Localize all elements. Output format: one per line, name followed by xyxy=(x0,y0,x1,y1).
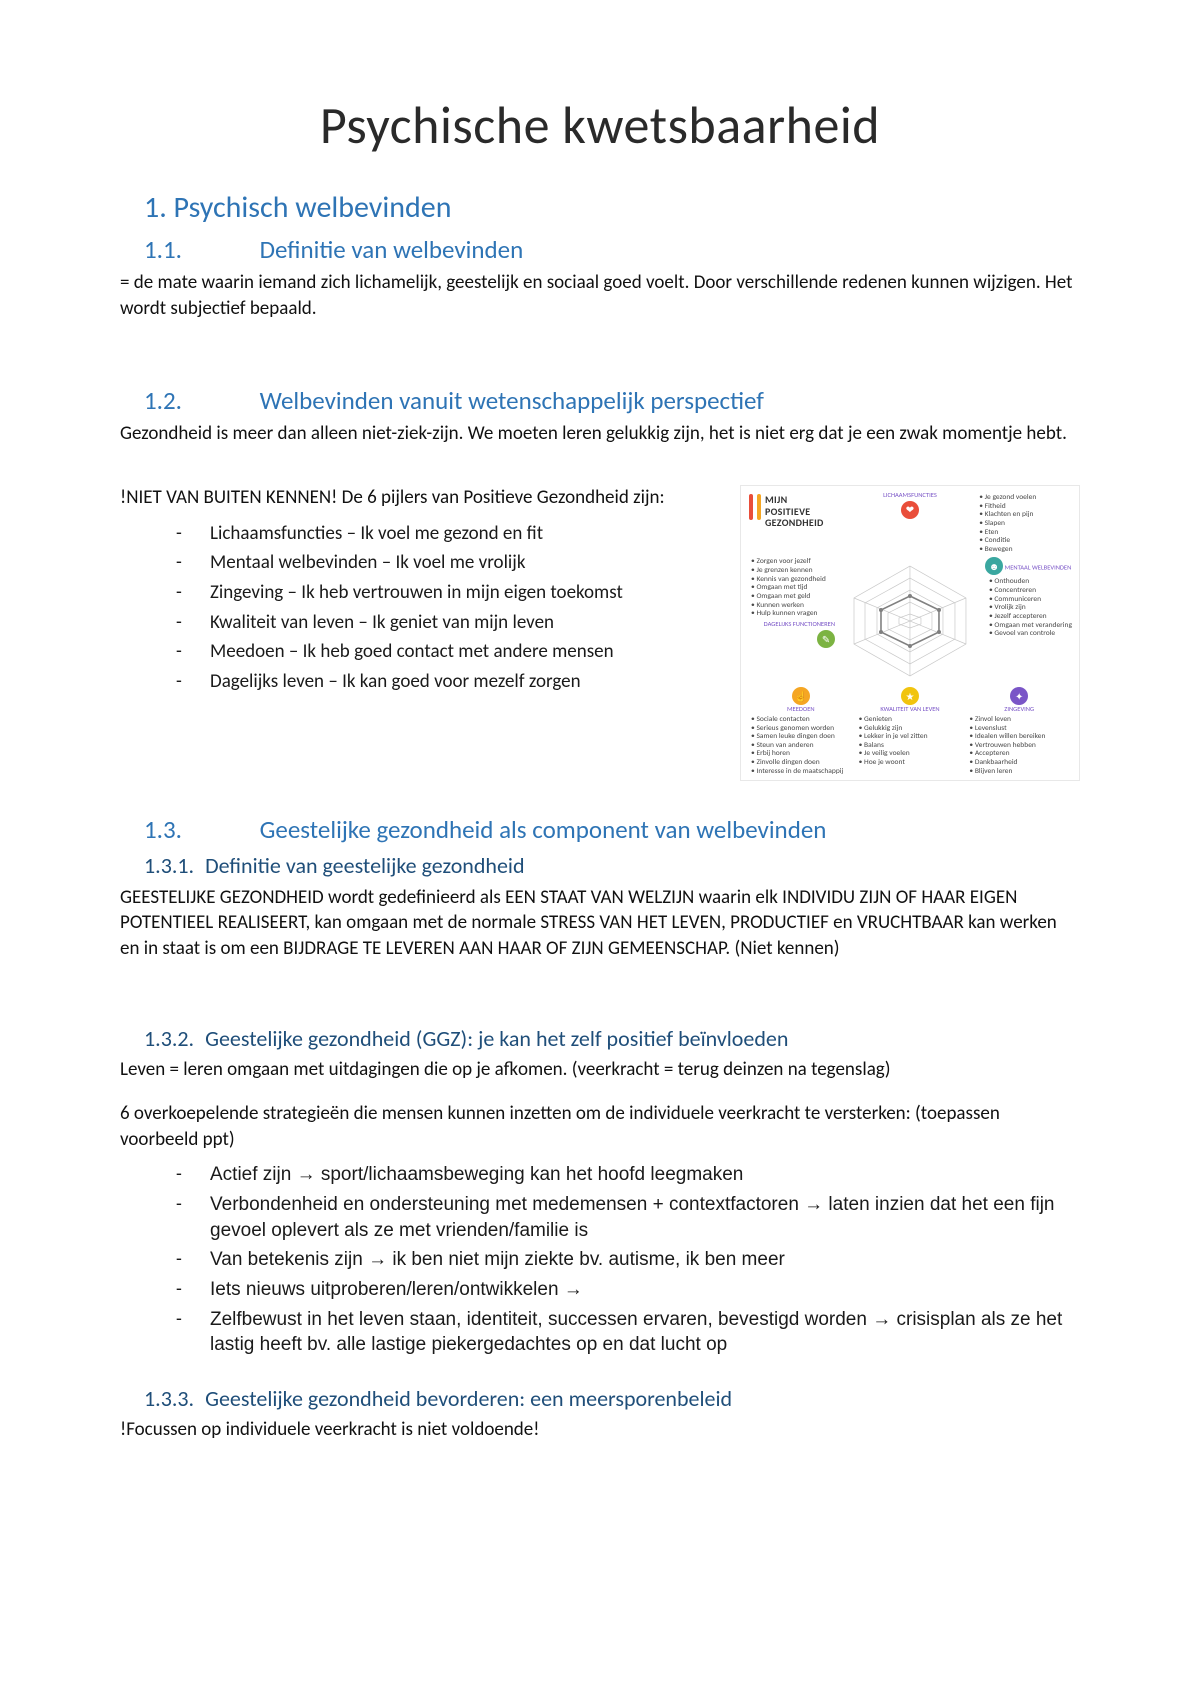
axis-label-zingeving: ZINGEVING xyxy=(965,706,1073,713)
axis-label-dagelijks: DAGELIJKS FUNCTIONEREN xyxy=(764,620,835,628)
heading-1-3-2-text: Geestelijke gezondheid (GGZ): je kan het… xyxy=(205,1025,788,1052)
para-1-3-2-a: Leven = leren omgaan met uitdagingen die… xyxy=(120,1057,1080,1083)
page-title: Psychische kwetsbaarheid xyxy=(120,90,1080,160)
pillar-item: Dagelijks leven – Ik kan goed voor mezel… xyxy=(176,669,722,695)
pillars-intro: !NIET VAN BUITEN KENNEN! De 6 pijlers va… xyxy=(120,485,722,511)
heading-1-2-text: Welbevinden vanuit wetenschappelijk pers… xyxy=(260,385,764,416)
axis-label-kwaliteit: KWALITEIT VAN LEVEN xyxy=(855,706,966,713)
axis-label-meedoen: MEEDOEN xyxy=(747,706,855,713)
heading-1-3-3-num: 1.3.3. xyxy=(144,1385,194,1412)
para-1-1: = de mate waarin iemand zich lichamelijk… xyxy=(120,270,1080,321)
heading-1-3-3-text: Geestelijke gezondheid bevorderen: een m… xyxy=(205,1385,732,1412)
para-1-2: Gezondheid is meer dan alleen niet-ziek-… xyxy=(120,421,1080,447)
heading-1-2: 1.2. Welbevinden vanuit wetenschappelijk… xyxy=(144,384,1080,418)
legend-dagelijks: Zorgen voor jezelf Je grenzen kennen Ken… xyxy=(747,556,835,686)
strategy-item: Actief zijn → sport/lichaamsbeweging kan… xyxy=(176,1162,1080,1188)
legend-item: Hulp kunnen vragen xyxy=(751,610,835,619)
para-1-3-3: !Focussen op individuele veerkracht is n… xyxy=(120,1417,1080,1443)
strategies-list: Actief zijn → sport/lichaamsbeweging kan… xyxy=(176,1162,1080,1357)
para-1-3-1: GEESTELIJKE GEZONDHEID wordt gedefinieer… xyxy=(120,885,1080,962)
strategy-item: Zelfbewust in het leven staan, identitei… xyxy=(176,1307,1080,1358)
heading-1-2-num: 1.2. xyxy=(144,384,254,418)
axis-label-mentaal: MENTAAL WELBEVINDEN xyxy=(1005,564,1072,572)
heading-1-3-3: 1.3.3. Geestelijke gezondheid bevorderen… xyxy=(144,1384,1080,1414)
strategy-item: Iets nieuws uitproberen/leren/ontwikkele… xyxy=(176,1277,1080,1303)
heading-1-3-1-num: 1.3.1. xyxy=(144,852,194,879)
legend-meedoen: Sociale contacten Serieus genomen worden… xyxy=(747,714,855,778)
heading-1-3-1: 1.3.1. Definitie van geestelijke gezondh… xyxy=(144,851,1080,881)
heading-1-3-num: 1.3. xyxy=(144,813,254,847)
axis-icon-lichaam: ❤ xyxy=(901,501,919,519)
pillars-list: Lichaamsfuncties – Ik voel me gezond en … xyxy=(176,521,722,695)
legend-kwaliteit: Genieten Gelukkig zijn Lekker in je vel … xyxy=(855,714,966,778)
heading-1-3-1-text: Definitie van geestelijke gezondheid xyxy=(205,852,524,879)
legend-mentaal: ☻ MENTAAL WELBEVINDEN Onthouden Concentr… xyxy=(985,556,1073,686)
heading-1: 1. Psychisch welbevinden xyxy=(144,188,1080,229)
pillar-item: Kwaliteit van leven – Ik geniet van mijn… xyxy=(176,610,722,636)
axis-icon-mentaal: ☻ xyxy=(985,557,1003,575)
heading-1-1-text: Definitie van welbevinden xyxy=(260,234,524,265)
axis-icon-meedoen: ☝ xyxy=(792,687,810,705)
figure-title: MIJN POSITIEVE GEZONDHEID xyxy=(749,494,843,529)
legend-item: Interesse in de maatschappij xyxy=(751,768,855,777)
figure-positieve-gezondheid: MIJN POSITIEVE GEZONDHEID LICHAAMSFUNCTI… xyxy=(740,485,1080,781)
heading-1-1: 1.1. Definitie van welbevinden xyxy=(144,233,1080,267)
axis-icon-kwaliteit: ★ xyxy=(901,687,919,705)
pillar-item: Mentaal welbevinden – Ik voel me vrolijk xyxy=(176,550,722,576)
figure-title-line: GEZONDHEID xyxy=(765,516,824,529)
strategy-item: Verbondenheid en ondersteuning met medem… xyxy=(176,1192,1080,1243)
heading-1-3-2: 1.3.2. Geestelijke gezondheid (GGZ): je … xyxy=(144,1024,1080,1054)
legend-zingeving: Zinvol leven Levenslust Idealen willen b… xyxy=(965,714,1073,778)
legend-item: Gevoel van controle xyxy=(989,630,1073,639)
pillar-item: Zingeving – Ik heb vertrouwen in mijn ei… xyxy=(176,580,722,606)
axis-icon-dagelijks: ✎ xyxy=(817,630,835,648)
legend-item: Bewegen xyxy=(979,546,1073,555)
axis-icon-zingeving: ✦ xyxy=(1010,687,1028,705)
heading-1-1-num: 1.1. xyxy=(144,233,254,267)
radar-chart-icon xyxy=(835,556,985,686)
legend-lichaam: Je gezond voelen Fitheid Klachten en pij… xyxy=(975,492,1073,556)
para-1-3-2-b: 6 overkoepelende strategieën die mensen … xyxy=(120,1101,1080,1152)
legend-item: Blijven leren xyxy=(969,768,1073,777)
legend-item: Hoe je woont xyxy=(859,759,966,768)
heading-1-3: 1.3. Geestelijke gezondheid als componen… xyxy=(144,813,1080,847)
pillar-item: Meedoen – Ik heb goed contact met andere… xyxy=(176,639,722,665)
pillar-item: Lichaamsfuncties – Ik voel me gezond en … xyxy=(176,521,722,547)
strategy-item: Van betekenis zijn → ik ben niet mijn zi… xyxy=(176,1247,1080,1273)
heading-1-3-text: Geestelijke gezondheid als component van… xyxy=(260,814,827,845)
heading-1-3-2-num: 1.3.2. xyxy=(144,1025,194,1052)
axis-label-lichaam: LICHAAMSFUNCTIES xyxy=(845,492,975,499)
